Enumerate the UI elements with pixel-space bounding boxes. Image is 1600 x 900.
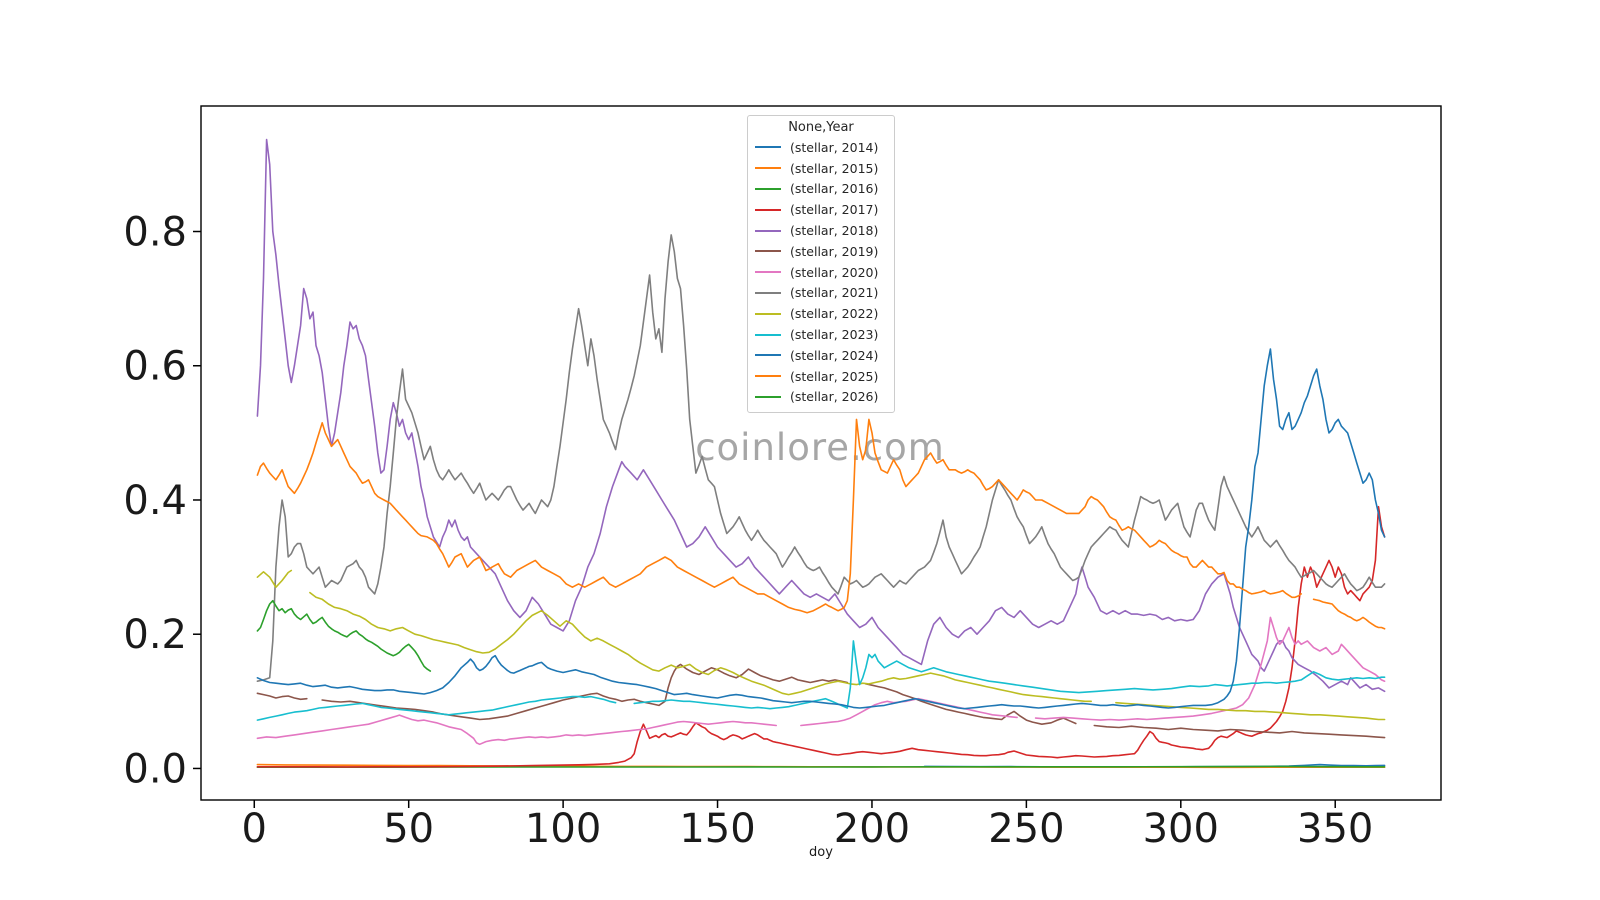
legend: None,Year (stellar, 2014) (stellar, 2015)… (747, 115, 895, 413)
legend-entry: (stellar, 2016) (748, 179, 894, 200)
y-tick-label: 0.8 (123, 210, 187, 256)
legend-entry-label: (stellar, 2017) (790, 202, 879, 218)
legend-entry-label: (stellar, 2014) (790, 139, 879, 155)
legend-entry-label: (stellar, 2018) (790, 223, 879, 239)
legend-entry: (stellar, 2024) (748, 345, 894, 366)
x-axis-label: doy (809, 845, 833, 860)
legend-swatch-line (755, 375, 781, 378)
y-tick-label: 0.4 (123, 478, 187, 524)
x-tick-label: 300 (1143, 806, 1219, 852)
x-tick-label: 150 (679, 806, 755, 852)
legend-entry: (stellar, 2019) (748, 241, 894, 262)
x-tick-label: 200 (834, 806, 910, 852)
legend-entry: (stellar, 2026) (748, 387, 894, 408)
series-line (256, 505, 1386, 768)
legend-entry-label: (stellar, 2025) (790, 368, 879, 384)
watermark-text: coinlore.com (695, 426, 945, 469)
x-tick-label: 250 (988, 806, 1064, 852)
legend-swatch-line (755, 208, 781, 211)
legend-swatch-line (755, 229, 781, 232)
series-line (256, 418, 1386, 630)
legend-swatch-line (755, 250, 781, 253)
y-tick-label: 0.2 (123, 612, 187, 658)
legend-entry-label: (stellar, 2020) (790, 264, 879, 280)
series-line (256, 234, 1386, 682)
series-line (256, 663, 1386, 739)
x-tick-label: 50 (383, 806, 434, 852)
axes-spines (200, 105, 1442, 801)
x-tick-label: 100 (525, 806, 601, 852)
y-tick-label: 0.0 (123, 746, 187, 792)
legend-swatch-line (755, 167, 781, 170)
legend-entry: (stellar, 2025) (748, 366, 894, 387)
legend-entry-label: (stellar, 2023) (790, 327, 879, 343)
legend-swatch-line (755, 354, 781, 357)
legend-title: None,Year (788, 120, 854, 135)
legend-entry: (stellar, 2021) (748, 283, 894, 304)
legend-entry-label: (stellar, 2019) (790, 243, 879, 259)
series-line (256, 569, 1386, 721)
series-line (256, 640, 1386, 721)
legend-entry: (stellar, 2017) (748, 199, 894, 220)
series-line (256, 348, 1386, 710)
legend-swatch-line (755, 312, 781, 315)
legend-swatch-line (755, 333, 781, 336)
x-tick-label: 350 (1297, 806, 1373, 852)
legend-entry-label: (stellar, 2021) (790, 285, 879, 301)
legend-entry: (stellar, 2015) (748, 158, 894, 179)
series-line (256, 599, 432, 672)
legend-entry: (stellar, 2020) (748, 262, 894, 283)
x-tick-label: 0 (242, 806, 267, 852)
legend-swatch-line (755, 395, 781, 398)
legend-swatch-line (755, 291, 781, 294)
y-tick-label: 0.6 (123, 344, 187, 390)
legend-entry-label: (stellar, 2026) (790, 389, 879, 405)
legend-entry-label: (stellar, 2022) (790, 306, 879, 322)
legend-swatch-line (755, 146, 781, 149)
legend-entry: (stellar, 2023) (748, 324, 894, 345)
legend-swatch-line (755, 187, 781, 190)
legend-entry-label: (stellar, 2016) (790, 181, 879, 197)
legend-entry-label: (stellar, 2015) (790, 160, 879, 176)
legend-entry: (stellar, 2014) (748, 137, 894, 158)
legend-entry: (stellar, 2022) (748, 303, 894, 324)
legend-entries: (stellar, 2014) (stellar, 2015) (stellar, … (748, 137, 894, 407)
legend-swatch-line (755, 271, 781, 274)
legend-entry: (stellar, 2018) (748, 220, 894, 241)
legend-entry-label: (stellar, 2024) (790, 347, 879, 363)
